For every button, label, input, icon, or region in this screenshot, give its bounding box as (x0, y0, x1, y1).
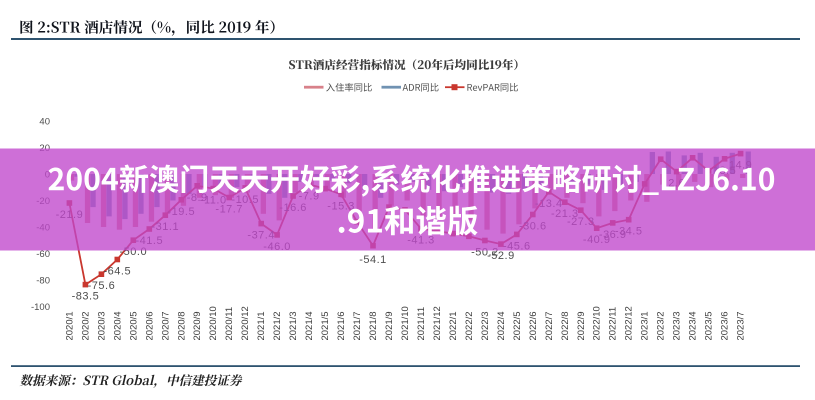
svg-text:2023/1: 2023/1 (640, 311, 651, 340)
svg-text:2022/3: 2022/3 (480, 311, 491, 340)
svg-text:2020/7: 2020/7 (160, 311, 171, 340)
svg-text:2022/6: 2022/6 (528, 311, 539, 340)
svg-text:2022/10: 2022/10 (592, 306, 603, 340)
svg-text:2023/7: 2023/7 (736, 311, 747, 340)
svg-text:-83.5: -83.5 (72, 291, 100, 303)
svg-text:2023/3: 2023/3 (672, 311, 683, 340)
svg-text:2020/10: 2020/10 (208, 306, 219, 340)
svg-text:-80: -80 (36, 275, 50, 286)
svg-text:20: 20 (39, 143, 50, 154)
svg-text:2022/9: 2022/9 (576, 311, 587, 340)
svg-text:2023/5: 2023/5 (704, 311, 715, 340)
svg-text:2021/9: 2021/9 (384, 311, 395, 340)
svg-text:2021/10: 2021/10 (400, 306, 411, 340)
svg-text:2021/8: 2021/8 (368, 311, 379, 340)
svg-text:2020/9: 2020/9 (192, 311, 203, 340)
svg-text:2020/6: 2020/6 (144, 311, 155, 340)
svg-text:2022/7: 2022/7 (544, 311, 555, 340)
svg-text:2022/4: 2022/4 (496, 311, 507, 340)
svg-text:2022/2: 2022/2 (464, 311, 475, 340)
svg-text:-64.5: -64.5 (104, 266, 132, 278)
svg-text:2023/4: 2023/4 (688, 311, 699, 340)
svg-text:-75.6: -75.6 (88, 280, 116, 292)
svg-text:2020/2: 2020/2 (80, 311, 91, 340)
svg-text:2023/2: 2023/2 (656, 311, 667, 340)
svg-text:2022/5: 2022/5 (512, 311, 523, 340)
svg-text:2021/1: 2021/1 (256, 311, 267, 340)
svg-text:2020/3: 2020/3 (96, 311, 107, 340)
svg-text:2020/4: 2020/4 (112, 311, 123, 340)
svg-text:2021/11: 2021/11 (416, 307, 427, 341)
svg-text:40: 40 (39, 116, 50, 127)
svg-text:2022/12: 2022/12 (624, 306, 635, 340)
svg-text:2020/5: 2020/5 (128, 311, 139, 340)
svg-text:2020/12: 2020/12 (240, 306, 251, 340)
svg-text:2022/11: 2022/11 (608, 307, 619, 341)
svg-text:-60: -60 (36, 249, 50, 260)
svg-text:2020/11: 2020/11 (224, 307, 235, 341)
svg-text:2021/4: 2021/4 (304, 311, 315, 340)
svg-text:2021/12: 2021/12 (432, 306, 443, 340)
svg-text:2022/1: 2022/1 (448, 311, 459, 340)
svg-text:-52.9: -52.9 (487, 250, 515, 262)
svg-text:2022/8: 2022/8 (560, 311, 571, 340)
svg-text:2020/8: 2020/8 (176, 311, 187, 340)
svg-text:2020/1: 2020/1 (64, 311, 75, 340)
svg-text:2021/6: 2021/6 (336, 311, 347, 340)
svg-text:2021/3: 2021/3 (288, 311, 299, 340)
svg-text:-100: -100 (31, 302, 50, 313)
svg-text:2021/2: 2021/2 (272, 311, 283, 340)
svg-text:2021/7: 2021/7 (352, 311, 363, 340)
svg-text:2023/6: 2023/6 (720, 311, 731, 340)
svg-text:2021/5: 2021/5 (320, 311, 331, 340)
svg-text:-54.1: -54.1 (359, 254, 387, 266)
